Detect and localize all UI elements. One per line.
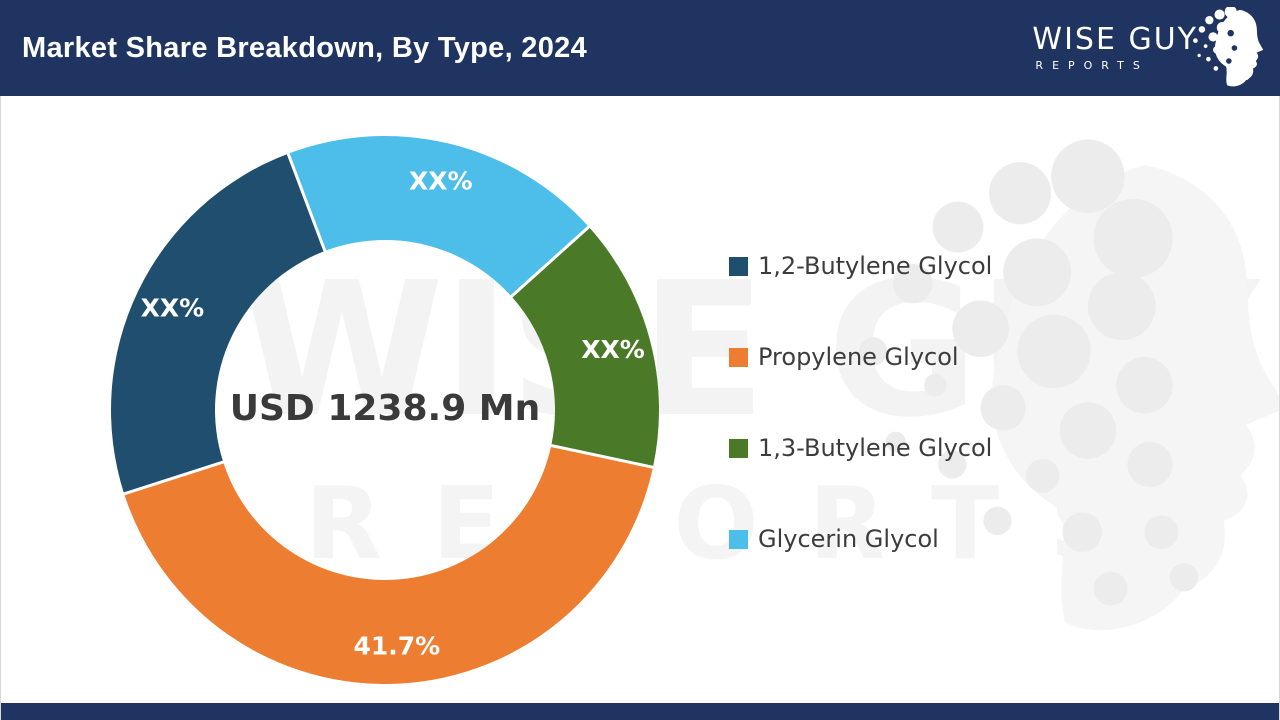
logo-face-icon [1193, 7, 1264, 87]
segment-gap-line [121, 459, 226, 496]
brand-logo: WISE GUY REPORTS [1032, 7, 1266, 89]
donut-segment-propylene-glycol [124, 445, 653, 684]
legend-swatch-icon [729, 529, 748, 549]
logo-subtitle: REPORTS [1035, 58, 1149, 72]
donut-segment-gaps [121, 151, 656, 496]
header-bar: Market Share Breakdown, By Type, 2024 WI… [0, 0, 1280, 96]
logo-wordmark-block: WISE GUY REPORTS [1032, 21, 1198, 72]
segment-value-label-1-3-butylene-glycol: XX% [581, 335, 645, 364]
segment-value-label-propylene-glycol: 41.7% [353, 632, 440, 661]
chart-legend: 1,2-Butylene Glycol Propylene Glycol 1,3-B… [729, 252, 992, 553]
legend-label: 1,2-Butylene Glycol [758, 252, 993, 280]
legend-item-glycerin-glycol: Glycerin Glycol [729, 525, 992, 553]
logo-wordmark: WISE GUY [1032, 21, 1198, 57]
donut-segment-glycerin-glycol [288, 136, 589, 297]
legend-item-propylene-glycol: Propylene Glycol [729, 343, 992, 371]
donut-segment-labels: XX% XX% 41.7% XX% [141, 167, 645, 661]
donut-center-value: USD 1238.9 Mn [230, 388, 540, 429]
legend-swatch-icon [729, 347, 748, 367]
legend-label: Glycerin Glycol [758, 525, 939, 553]
legend-swatch-icon [729, 256, 748, 276]
legend-swatch-icon [729, 438, 748, 458]
legend-label: 1,3-Butylene Glycol [758, 434, 993, 462]
page-title: Market Share Breakdown, By Type, 2024 [22, 31, 588, 64]
segment-gap-line [508, 224, 592, 299]
footer-bar [0, 703, 1280, 720]
segment-gap-line [286, 151, 328, 254]
segment-value-label-glycerin-glycol: XX% [409, 167, 473, 196]
segment-gap-line [548, 443, 656, 470]
donut-segment-1-3-butylene-glycol [511, 226, 659, 468]
segment-value-label-1-2-butylene-glycol: XX% [141, 294, 205, 323]
donut-segments [110, 136, 659, 684]
donut-segment-1-2-butylene-glycol [110, 153, 325, 494]
legend-item-1-3-butylene-glycol: 1,3-Butylene Glycol [729, 434, 992, 462]
legend-item-1-2-butylene-glycol: 1,2-Butylene Glycol [729, 252, 992, 280]
legend-label: Propylene Glycol [758, 343, 959, 371]
